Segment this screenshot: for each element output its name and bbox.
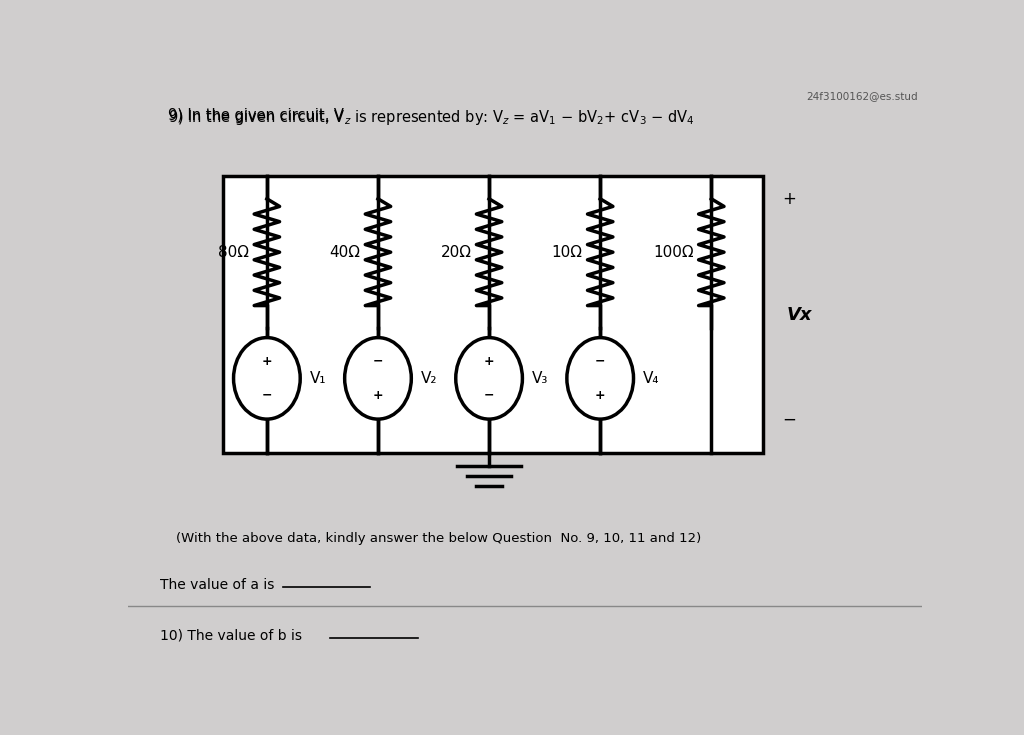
Ellipse shape <box>233 337 300 419</box>
Ellipse shape <box>345 337 412 419</box>
Text: V₁: V₁ <box>309 371 327 386</box>
Text: −: − <box>782 410 797 429</box>
Text: +: + <box>483 355 495 368</box>
Text: V₄: V₄ <box>643 371 659 386</box>
Text: −: − <box>373 355 383 368</box>
Text: 100Ω: 100Ω <box>653 245 694 259</box>
Bar <box>223 176 763 453</box>
Text: −: − <box>261 389 272 402</box>
Text: 9) In the given circuit, V: 9) In the given circuit, V <box>168 108 344 123</box>
Text: (With the above data, kindly answer the below Question  No. 9, 10, 11 and 12): (With the above data, kindly answer the … <box>176 532 700 545</box>
Text: +: + <box>595 389 605 402</box>
Ellipse shape <box>567 337 634 419</box>
Text: V₃: V₃ <box>531 371 548 386</box>
Text: 24f3100162@es.stud: 24f3100162@es.stud <box>806 91 918 101</box>
Text: −: − <box>483 389 495 402</box>
Text: −: − <box>595 355 605 368</box>
Text: 20Ω: 20Ω <box>440 245 472 259</box>
Text: 80Ω: 80Ω <box>218 245 250 259</box>
Ellipse shape <box>456 337 522 419</box>
Text: 10Ω: 10Ω <box>552 245 583 259</box>
Text: Vx: Vx <box>786 306 812 323</box>
Text: 10) The value of b is: 10) The value of b is <box>160 628 302 642</box>
Text: +: + <box>261 355 272 368</box>
Text: 40Ω: 40Ω <box>330 245 360 259</box>
Text: The value of a is: The value of a is <box>160 578 274 592</box>
Text: V₂: V₂ <box>421 371 437 386</box>
Text: +: + <box>373 389 383 402</box>
Text: 9) In the given circuit, V$_z$ is represented by: V$_z$ = aV$_1$ − bV$_2$+ cV$_3: 9) In the given circuit, V$_z$ is repres… <box>168 108 694 127</box>
Text: +: + <box>782 190 797 207</box>
